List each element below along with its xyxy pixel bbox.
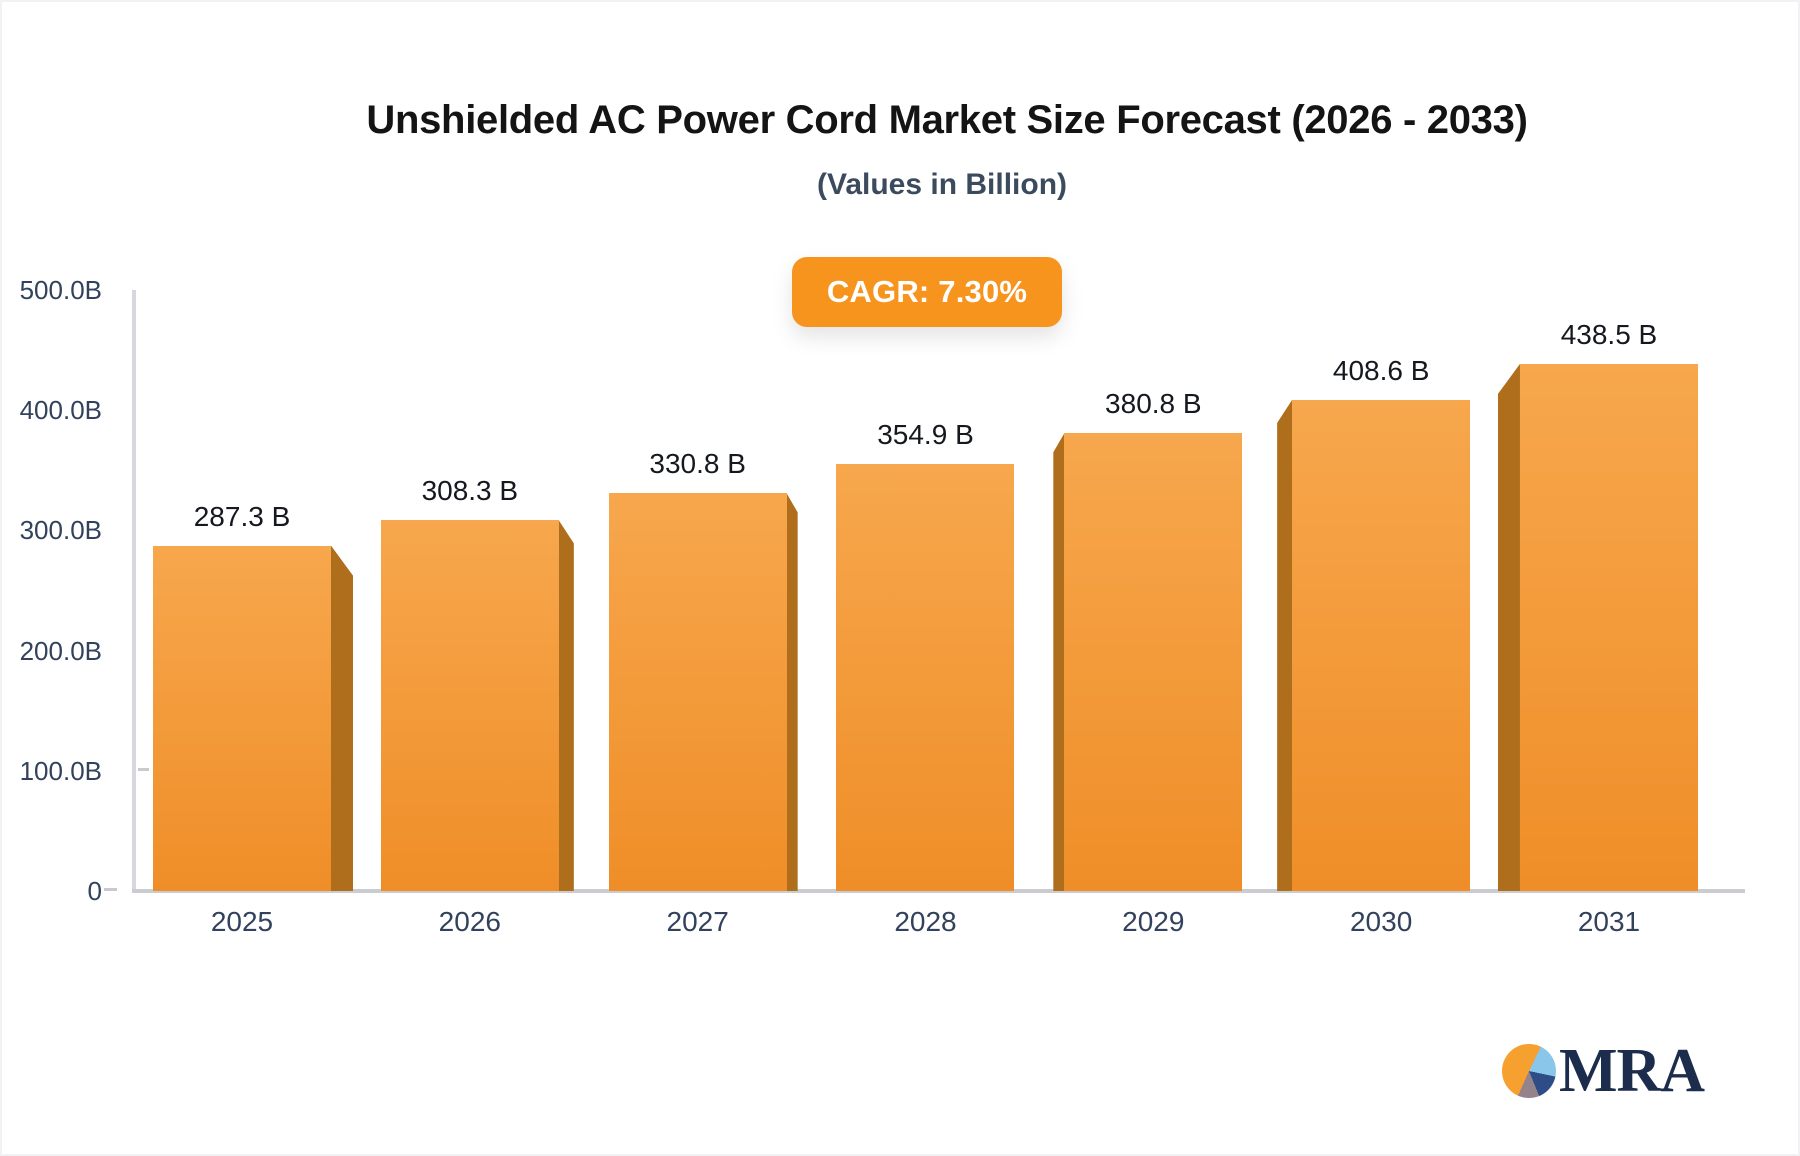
- x-axis-label-2030: 2030: [1349, 906, 1413, 937]
- x-axis-label-2026: 2026: [438, 906, 501, 937]
- x-axis-label-2027: 2027: [666, 906, 729, 937]
- bar-2025: [153, 545, 331, 891]
- bar-2031: [1519, 363, 1698, 891]
- bar-2030: [1292, 399, 1471, 891]
- bar-side-2030: [1277, 399, 1293, 891]
- value-label-2029: 380.8 B: [1105, 388, 1202, 420]
- x-axis-label-2031: 2031: [1577, 906, 1641, 937]
- x-axis-line: [132, 889, 1745, 893]
- bar-2029: [1064, 433, 1243, 891]
- cagr-badge-label: CAGR: 7.30%: [826, 274, 1028, 309]
- value-label-2030: 408.6 B: [1332, 354, 1430, 386]
- value-label-2027: 330.8 B: [649, 448, 746, 480]
- y-axis-tick-0: [104, 888, 117, 891]
- value-label-2026: 308.3 B: [421, 475, 519, 507]
- bar-side-2025: [331, 545, 353, 891]
- y-axis-label-400: 400.0B: [19, 395, 102, 426]
- bar-side-2029: [1053, 433, 1065, 891]
- bar-2027: [608, 493, 787, 891]
- bar-side-2026: [558, 520, 574, 891]
- x-axis-label-2029: 2029: [1122, 906, 1185, 937]
- brand-name: MRA: [1559, 1037, 1705, 1105]
- y-axis-line: [132, 290, 136, 891]
- value-label-2031: 438.5 B: [1560, 318, 1658, 350]
- x-axis-label-2028: 2028: [894, 906, 957, 937]
- value-label-2028: 354.9 B: [877, 419, 974, 451]
- pie-chart-logo-icon: [1502, 1044, 1556, 1098]
- y-axis-label-100: 100.0B: [19, 755, 102, 786]
- bar-2026: [380, 520, 559, 891]
- value-label-2025: 287.3 B: [193, 500, 291, 532]
- brand-logo: MRA: [1502, 1037, 1705, 1105]
- cagr-badge: CAGR: 7.30%: [792, 257, 1062, 327]
- x-axis-label-2025: 2025: [210, 906, 274, 937]
- bar-side-2031: [1497, 363, 1520, 891]
- y-axis-label-500: 500.0B: [19, 275, 102, 305]
- y-axis-label-200: 200.0B: [19, 635, 102, 666]
- y-axis-label-300: 300.0B: [19, 515, 102, 546]
- y-axis-tick-100: [138, 768, 149, 771]
- bar-2028: [836, 464, 1015, 891]
- chart-title: Unshielded AC Power Cord Market Size For…: [366, 98, 1528, 142]
- bar-side-2027: [786, 493, 798, 891]
- y-axis-label-0: 0: [87, 876, 102, 906]
- chart-subtitle: (Values in Billion): [816, 168, 1068, 201]
